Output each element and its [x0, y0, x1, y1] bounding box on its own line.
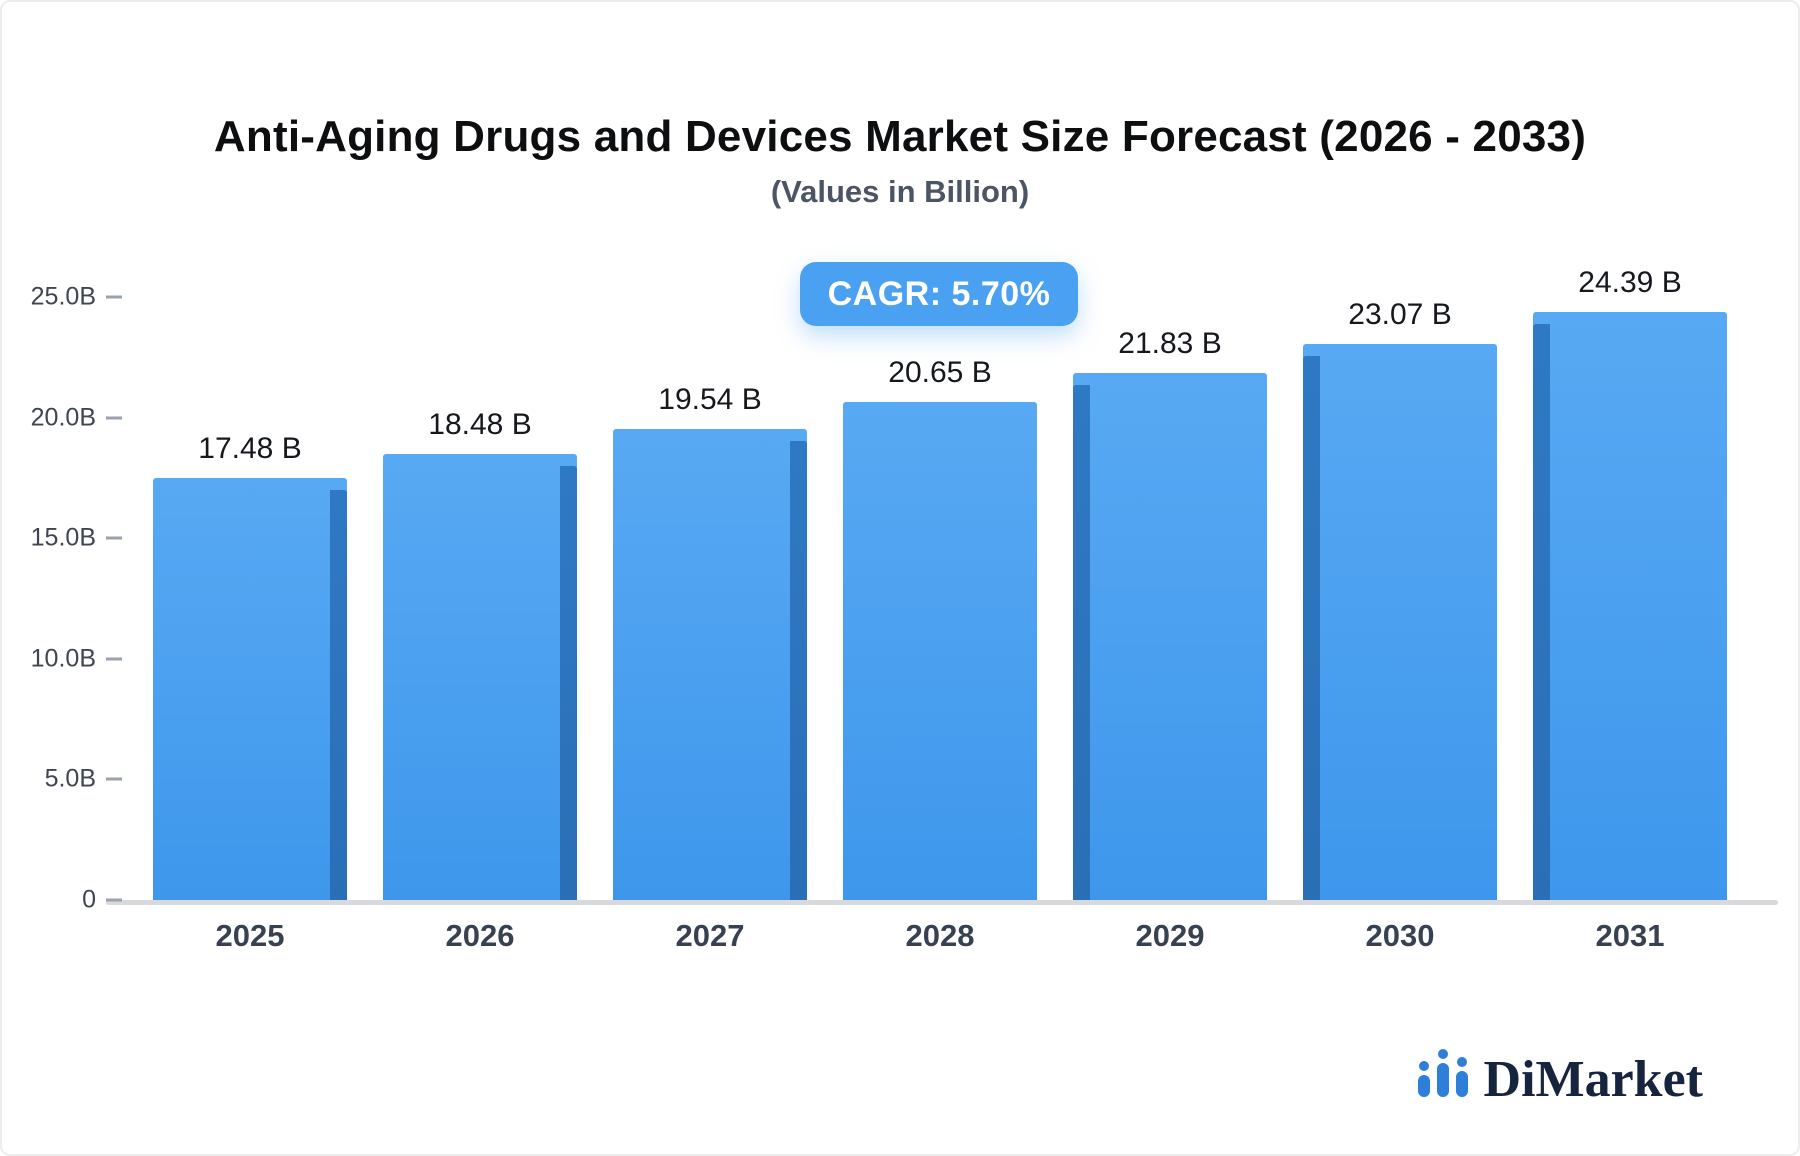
logo-text: DiMarket: [1483, 1051, 1703, 1108]
bar-value-label: 19.54 B: [658, 382, 762, 416]
bar-side-shade: [330, 490, 347, 900]
chart-title: Anti-Aging Drugs and Devices Market Size…: [213, 112, 1587, 161]
bar-value-label: 17.48 B: [198, 432, 302, 466]
bar: [613, 428, 807, 900]
bar-value-label: 21.83 B: [1118, 327, 1222, 361]
y-axis-tick-label: 25.0B: [30, 282, 96, 311]
y-axis-tick-label: 0: [82, 885, 96, 914]
bar: [153, 478, 347, 900]
bar-side-shade: [1073, 385, 1090, 900]
bar: [1303, 343, 1497, 900]
x-axis-label: 2028: [905, 918, 975, 953]
y-axis-tick-label: 10.0B: [30, 644, 96, 673]
y-axis-tick-mark: [106, 898, 122, 902]
y-axis-tick-label: 5.0B: [44, 764, 96, 793]
bar: [843, 401, 1037, 900]
y-axis-tick-mark: [106, 536, 122, 540]
y-axis-tick-mark: [106, 657, 122, 661]
x-axis-label: 2030: [1365, 918, 1435, 953]
cagr-badge: CAGR: 5.70%: [800, 262, 1078, 326]
bar-side-shade: [790, 440, 807, 900]
bar: [383, 454, 577, 900]
x-axis-label: 2026: [445, 918, 515, 953]
y-axis-tick-mark: [106, 295, 122, 299]
x-axis-label: 2025: [215, 918, 285, 953]
bar: [1073, 373, 1267, 900]
y-axis-tick-label: 20.0B: [30, 403, 96, 432]
bar-value-label: 23.07 B: [1348, 297, 1452, 331]
y-axis-tick-mark: [106, 777, 122, 781]
y-axis-tick-label: 15.0B: [30, 523, 96, 552]
bar-chart-logo-icon: [1417, 1049, 1468, 1106]
x-axis-label: 2027: [675, 918, 745, 953]
bar-value-label: 24.39 B: [1578, 265, 1682, 299]
bar: [1533, 311, 1727, 900]
y-axis-tick-mark: [106, 416, 122, 420]
bar-side-shade: [560, 466, 577, 900]
bar-value-label: 18.48 B: [428, 408, 532, 442]
bar-side-shade: [1533, 323, 1550, 900]
x-axis-label: 2029: [1135, 918, 1205, 953]
bar-value-label: 20.65 B: [888, 355, 992, 389]
x-axis-baseline: [106, 900, 1778, 905]
chart-subtitle: (Values in Billion): [770, 174, 1030, 209]
logo: DiMarket: [1417, 1049, 1703, 1108]
x-axis-label: 2031: [1595, 918, 1665, 953]
bar-side-shade: [1303, 355, 1320, 900]
